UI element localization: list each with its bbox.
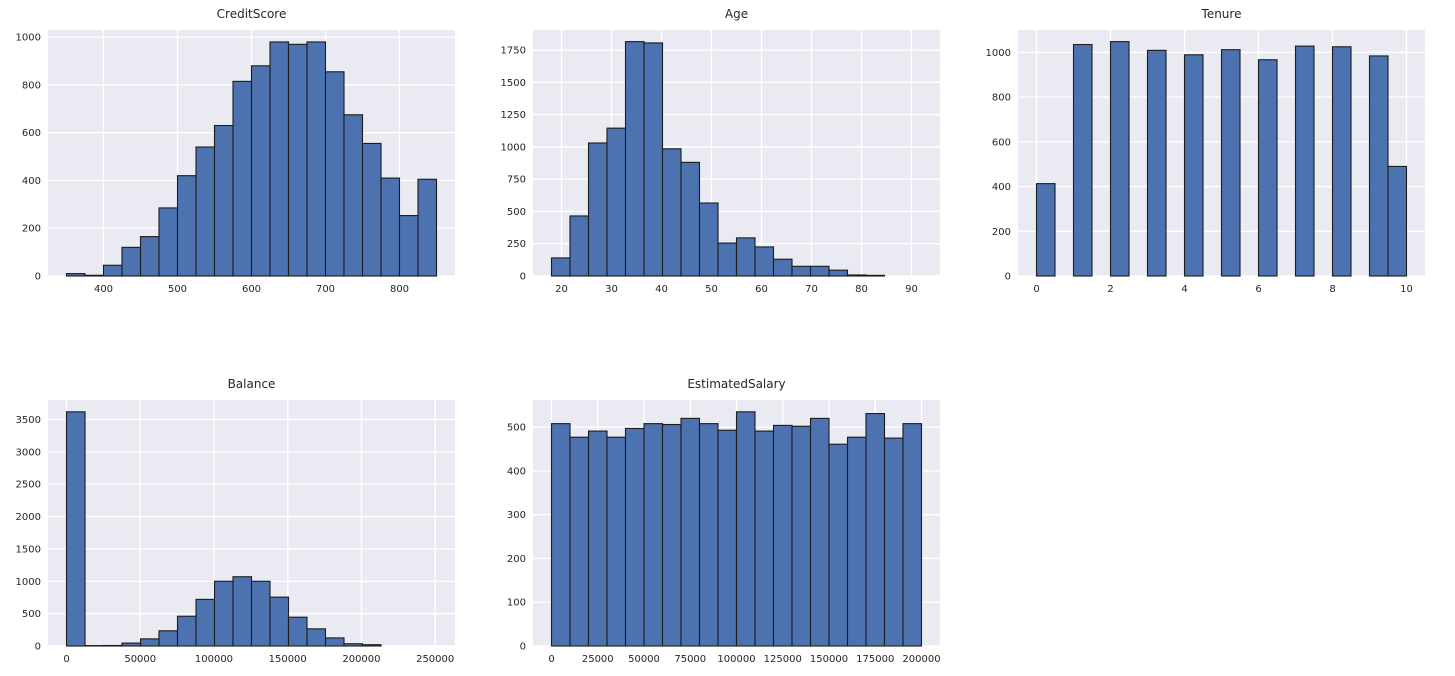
svg-text:1750: 1750 bbox=[501, 46, 526, 57]
chart-title-age: Age bbox=[724, 7, 749, 21]
svg-text:75000: 75000 bbox=[674, 654, 706, 665]
svg-text:2: 2 bbox=[1107, 284, 1113, 295]
svg-text:1000: 1000 bbox=[501, 142, 526, 153]
svg-text:90: 90 bbox=[905, 284, 918, 295]
chart-title-estimatedsalary: EstimatedSalary bbox=[687, 377, 786, 391]
svg-text:0: 0 bbox=[548, 654, 554, 665]
subplot-balance: Balance 0 500 1000 1500 2000 2500 3000 3500 0 500… bbox=[0, 338, 485, 676]
svg-text:750: 750 bbox=[507, 175, 526, 186]
svg-text:200: 200 bbox=[992, 227, 1011, 238]
svg-text:1000: 1000 bbox=[16, 33, 41, 44]
svg-text:1000: 1000 bbox=[16, 577, 41, 588]
svg-text:50000: 50000 bbox=[628, 654, 660, 665]
histogram-canvas-age: 0 250 500 750 1000 1250 1500 1750 20 30 40 50 60 70 80… bbox=[501, 30, 940, 295]
svg-text:1250: 1250 bbox=[501, 110, 526, 121]
subplot-creditscore: CreditScore 0 200 400 600 800 1000 400 500 600 70… bbox=[0, 0, 485, 338]
svg-text:70: 70 bbox=[805, 284, 818, 295]
svg-text:400: 400 bbox=[507, 466, 526, 477]
svg-text:0: 0 bbox=[35, 272, 41, 283]
svg-text:0: 0 bbox=[35, 642, 41, 653]
svg-text:80: 80 bbox=[855, 284, 868, 295]
svg-text:10: 10 bbox=[1400, 284, 1413, 295]
svg-text:800: 800 bbox=[390, 284, 409, 295]
svg-text:600: 600 bbox=[242, 284, 261, 295]
subplot-estimatedsalary: EstimatedSalary 0 100 200 300 400 500 0 25000 50… bbox=[485, 338, 970, 676]
svg-text:0: 0 bbox=[520, 272, 526, 283]
svg-text:800: 800 bbox=[22, 80, 41, 91]
svg-text:0: 0 bbox=[63, 654, 69, 665]
svg-text:100000: 100000 bbox=[195, 654, 233, 665]
svg-text:50: 50 bbox=[705, 284, 718, 295]
svg-text:500: 500 bbox=[168, 284, 187, 295]
svg-text:500: 500 bbox=[507, 423, 526, 434]
svg-text:600: 600 bbox=[22, 128, 41, 139]
svg-text:500: 500 bbox=[22, 609, 41, 620]
svg-text:400: 400 bbox=[22, 176, 41, 187]
svg-text:2500: 2500 bbox=[16, 480, 41, 491]
svg-text:200000: 200000 bbox=[902, 654, 940, 665]
svg-text:3500: 3500 bbox=[16, 415, 41, 426]
histogram-canvas-balance: 0 500 1000 1500 2000 2500 3000 3500 0 50000 100000… bbox=[16, 400, 455, 665]
svg-text:0: 0 bbox=[1005, 272, 1011, 283]
svg-text:250000: 250000 bbox=[416, 654, 454, 665]
svg-text:6: 6 bbox=[1255, 284, 1261, 295]
svg-text:2000: 2000 bbox=[16, 512, 41, 523]
svg-text:60: 60 bbox=[755, 284, 768, 295]
svg-text:800: 800 bbox=[992, 93, 1011, 104]
histogram-canvas-tenure: 0 200 400 600 800 1000 0 2 4 6 8 10 bbox=[986, 30, 1425, 295]
svg-text:400: 400 bbox=[992, 182, 1011, 193]
chart-title-creditscore: CreditScore bbox=[216, 7, 287, 21]
svg-text:700: 700 bbox=[316, 284, 335, 295]
svg-text:200: 200 bbox=[507, 554, 526, 565]
svg-text:30: 30 bbox=[605, 284, 618, 295]
svg-text:1000: 1000 bbox=[986, 48, 1011, 59]
svg-text:200000: 200000 bbox=[342, 654, 380, 665]
svg-text:20: 20 bbox=[555, 284, 568, 295]
svg-text:0: 0 bbox=[1033, 284, 1039, 295]
svg-text:0: 0 bbox=[520, 642, 526, 653]
svg-text:600: 600 bbox=[992, 137, 1011, 148]
chart-title-balance: Balance bbox=[227, 377, 276, 391]
svg-text:40: 40 bbox=[655, 284, 668, 295]
svg-text:200: 200 bbox=[22, 224, 41, 235]
chart-title-tenure: Tenure bbox=[1201, 7, 1242, 21]
svg-text:175000: 175000 bbox=[856, 654, 894, 665]
svg-text:1500: 1500 bbox=[501, 78, 526, 89]
svg-text:8: 8 bbox=[1329, 284, 1335, 295]
svg-text:1500: 1500 bbox=[16, 544, 41, 555]
svg-text:100: 100 bbox=[507, 598, 526, 609]
subplot-tenure: Tenure 0 200 400 600 800 1000 0 2 4 6 8 10 bbox=[970, 0, 1455, 338]
svg-text:300: 300 bbox=[507, 510, 526, 521]
subplot-age: Age 0 250 500 750 1000 1250 1500 1750 20 30 40 50 60… bbox=[485, 0, 970, 338]
histogram-canvas-creditscore: 0 200 400 600 800 1000 400 500 600 700 800 bbox=[16, 30, 455, 295]
svg-text:100000: 100000 bbox=[717, 654, 755, 665]
histogram-canvas-estimatedsalary: 0 100 200 300 400 500 0 25000 50000 75000 100000 12… bbox=[507, 400, 941, 665]
svg-text:150000: 150000 bbox=[269, 654, 307, 665]
svg-text:250: 250 bbox=[507, 239, 526, 250]
svg-text:50000: 50000 bbox=[124, 654, 156, 665]
svg-text:400: 400 bbox=[94, 284, 113, 295]
svg-text:500: 500 bbox=[507, 207, 526, 218]
svg-text:150000: 150000 bbox=[810, 654, 848, 665]
svg-text:4: 4 bbox=[1181, 284, 1187, 295]
svg-text:3000: 3000 bbox=[16, 447, 41, 458]
svg-text:125000: 125000 bbox=[764, 654, 802, 665]
empty-subplot-slot bbox=[970, 338, 1455, 676]
svg-text:25000: 25000 bbox=[582, 654, 614, 665]
